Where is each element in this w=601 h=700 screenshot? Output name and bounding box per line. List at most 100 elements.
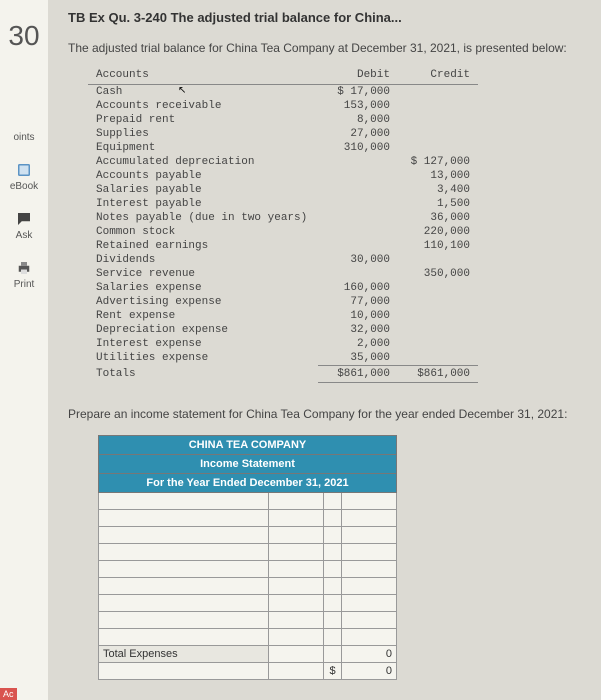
totals-credit: $861,000 — [398, 366, 478, 383]
stmt-cell[interactable] — [99, 544, 269, 561]
stmt-cell[interactable] — [342, 527, 397, 544]
col-debit: Debit — [318, 69, 398, 85]
table-row: Rent expense10,000 — [88, 309, 478, 323]
stmt-cell[interactable] — [324, 527, 342, 544]
stmt-cell[interactable] — [342, 629, 397, 646]
stmt-cell[interactable] — [99, 595, 269, 612]
credit-cell — [398, 351, 478, 366]
table-row: Depreciation expense32,000 — [88, 323, 478, 337]
book-icon — [14, 161, 34, 179]
instruction-text: Prepare an income statement for China Te… — [68, 407, 581, 421]
credit-cell — [398, 323, 478, 337]
table-row: Utilities expense35,000 — [88, 351, 478, 366]
stmt-cell[interactable] — [99, 561, 269, 578]
stmt-cell[interactable] — [269, 612, 324, 629]
acct-cell: Cash — [88, 85, 318, 100]
grand-total-value[interactable]: 0 — [342, 663, 397, 680]
table-row: Dividends30,000 — [88, 253, 478, 267]
stmt-cell[interactable] — [269, 663, 324, 680]
table-row: Service revenue350,000 — [88, 267, 478, 281]
credit-cell — [398, 113, 478, 127]
table-row: Prepaid rent8,000 — [88, 113, 478, 127]
stmt-cell[interactable] — [269, 629, 324, 646]
table-row: Interest payable 1,500 — [88, 197, 478, 211]
stmt-cell[interactable] — [324, 544, 342, 561]
nav-item-ask[interactable]: Ask — [0, 210, 48, 241]
table-row: Accounts receivable153,000 — [88, 99, 478, 113]
stmt-cell[interactable] — [324, 629, 342, 646]
col-accounts: Accounts — [88, 69, 318, 85]
stmt-cell[interactable] — [269, 578, 324, 595]
stmt-blank-row — [99, 612, 397, 629]
stmt-cell[interactable] — [269, 646, 324, 663]
stmt-cell[interactable] — [99, 612, 269, 629]
stmt-cell[interactable] — [99, 527, 269, 544]
stmt-cell[interactable] — [324, 646, 342, 663]
currency-label: $ — [324, 663, 342, 680]
stmt-cell[interactable] — [269, 595, 324, 612]
stmt-cell[interactable] — [342, 612, 397, 629]
stmt-company: CHINA TEA COMPANY — [99, 436, 397, 455]
table-row: Interest expense2,000 — [88, 337, 478, 351]
stmt-cell[interactable] — [269, 510, 324, 527]
col-credit: Credit — [398, 69, 478, 85]
stmt-blank-row — [99, 578, 397, 595]
total-expenses-value[interactable]: 0 — [342, 646, 397, 663]
stmt-cell[interactable] — [269, 561, 324, 578]
credit-cell: $ 127,000 — [398, 155, 478, 169]
acct-cell: Prepaid rent — [88, 113, 318, 127]
left-nav: 30 oints eBook Ask Print — [0, 0, 48, 700]
stmt-cell[interactable] — [99, 578, 269, 595]
nav-item-points[interactable]: oints — [0, 132, 48, 143]
stmt-cell[interactable] — [324, 612, 342, 629]
debit-cell: 27,000 — [318, 127, 398, 141]
stmt-blank-row — [99, 561, 397, 578]
acct-cell: Equipment — [88, 141, 318, 155]
acct-cell: Salaries expense — [88, 281, 318, 295]
grand-total-row: $ 0 — [99, 663, 397, 680]
stmt-cell[interactable] — [99, 510, 269, 527]
stmt-cell[interactable] — [99, 663, 269, 680]
stmt-cell[interactable] — [99, 493, 269, 510]
stmt-cell[interactable] — [324, 595, 342, 612]
stmt-cell[interactable] — [342, 595, 397, 612]
cursor-icon: ↖ — [178, 85, 186, 96]
credit-cell — [398, 85, 478, 100]
stmt-cell[interactable] — [99, 629, 269, 646]
credit-cell: 1,500 — [398, 197, 478, 211]
debit-cell: 30,000 — [318, 253, 398, 267]
stmt-cell[interactable] — [324, 493, 342, 510]
debit-cell — [318, 225, 398, 239]
credit-cell: 13,000 — [398, 169, 478, 183]
nav-item-ebook[interactable]: eBook — [0, 161, 48, 192]
stmt-cell[interactable] — [342, 561, 397, 578]
debit-cell: 10,000 — [318, 309, 398, 323]
stmt-cell[interactable] — [269, 544, 324, 561]
stmt-period: For the Year Ended December 31, 2021 — [99, 474, 397, 493]
credit-cell: 3,400 — [398, 183, 478, 197]
table-row: Accumulated depreciation $ 127,000 — [88, 155, 478, 169]
income-statement-table: CHINA TEA COMPANY Income Statement For t… — [98, 435, 397, 680]
stmt-cell[interactable] — [324, 510, 342, 527]
debit-cell — [318, 169, 398, 183]
stmt-cell[interactable] — [342, 510, 397, 527]
stmt-cell[interactable] — [342, 544, 397, 561]
credit-cell — [398, 253, 478, 267]
totals-row: Totals $861,000 $861,000 — [88, 366, 478, 383]
stmt-cell[interactable] — [342, 578, 397, 595]
acct-cell: Interest payable — [88, 197, 318, 211]
stmt-cell[interactable] — [324, 561, 342, 578]
acct-cell: Retained earnings — [88, 239, 318, 253]
totals-label: Totals — [88, 366, 318, 383]
acct-cell: Accumulated depreciation — [88, 155, 318, 169]
stmt-cell[interactable] — [269, 527, 324, 544]
stmt-cell[interactable] — [342, 493, 397, 510]
credit-cell: 350,000 — [398, 267, 478, 281]
stmt-cell[interactable] — [324, 578, 342, 595]
debit-cell: 153,000 — [318, 99, 398, 113]
nav-item-print[interactable]: Print — [0, 259, 48, 290]
credit-cell: 36,000 — [398, 211, 478, 225]
nav-label: Ask — [16, 230, 33, 241]
stmt-cell[interactable] — [269, 493, 324, 510]
table-row: Common stock220,000 — [88, 225, 478, 239]
